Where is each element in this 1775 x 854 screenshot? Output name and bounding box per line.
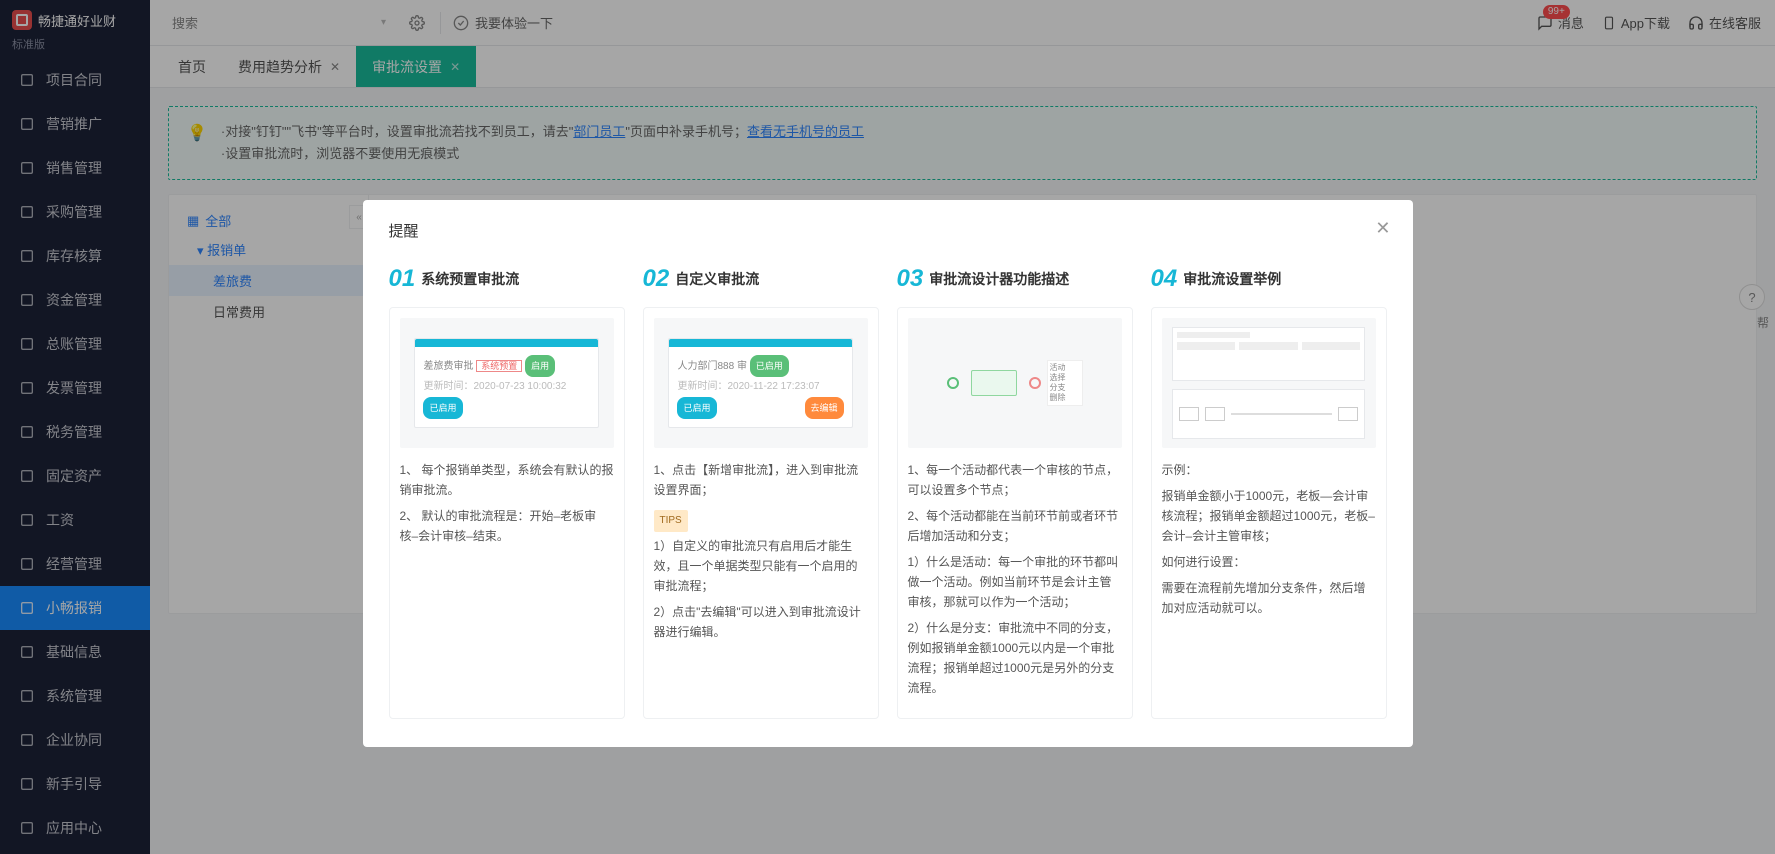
guide-thumbnail xyxy=(1162,318,1376,448)
modal-title: 提醒 xyxy=(389,220,1387,241)
guide-text: 报销单金额小于1000元，老板—会计审核流程；报销单金额超过1000元，老板–会… xyxy=(1162,486,1376,546)
guide-text: 1）什么是活动：每一个审批的环节都叫做一个活动。例如当前环节是会计主管审核，那就… xyxy=(908,552,1122,612)
tips-modal: 提醒 ✕ 01系统预置审批流差旅费审批 系统预置 启用更新时间：2020-07-… xyxy=(363,200,1413,747)
guide-text: 2、 默认的审批流程是：开始–老板审核–会计审核–结束。 xyxy=(400,506,614,546)
guide-card-number: 02 xyxy=(643,265,670,293)
guide-card-title: 审批流设计器功能描述 xyxy=(929,269,1081,289)
guide-text: 1、 每个报销单类型，系统会有默认的报销审批流。 xyxy=(400,460,614,500)
guide-card: 02自定义审批流人力部门888 审 已启用更新时间：2020-11-22 17:… xyxy=(643,265,879,719)
guide-text: 1）自定义的审批流只有启用后才能生效，且一个单据类型只能有一个启用的审批流程； xyxy=(654,536,868,596)
guide-card-number: 01 xyxy=(389,265,416,293)
guide-thumbnail: 活动选择分支删除 xyxy=(908,318,1122,448)
guide-card-title: 审批流设置举例 xyxy=(1183,269,1293,289)
guide-text: 2）点击"去编辑"可以进入到审批流设计器进行编辑。 xyxy=(654,602,868,642)
guide-card-number: 03 xyxy=(897,265,924,293)
guide-card: 04审批流设置举例示例： 报销单金额小于1000元，老板—会计审核流程；报销单金额… xyxy=(1151,265,1387,719)
tips-badge: TIPS xyxy=(654,510,688,532)
modal-mask[interactable]: 提醒 ✕ 01系统预置审批流差旅费审批 系统预置 启用更新时间：2020-07-… xyxy=(0,0,1775,854)
guide-card: 01系统预置审批流差旅费审批 系统预置 启用更新时间：2020-07-23 10… xyxy=(389,265,625,719)
guide-thumbnail: 差旅费审批 系统预置 启用更新时间：2020-07-23 10:00:32已启用 xyxy=(400,318,614,448)
guide-text: 2、每个活动都能在当前环节前或者环节后增加活动和分支； xyxy=(908,506,1122,546)
guide-thumbnail: 人力部门888 审 已启用更新时间：2020-11-22 17:23:07已启用… xyxy=(654,318,868,448)
guide-text: 示例： xyxy=(1162,460,1376,480)
guide-text: 1、每一个活动都代表一个审核的节点，可以设置多个节点； xyxy=(908,460,1122,500)
guide-text: 需要在流程前先增加分支条件，然后增加对应活动就可以。 xyxy=(1162,578,1376,618)
guide-text: 2）什么是分支：审批流中不同的分支，例如报销单金额1000元以内是一个审批流程；… xyxy=(908,618,1122,698)
guide-text: 如何进行设置： xyxy=(1162,552,1376,572)
modal-cards: 01系统预置审批流差旅费审批 系统预置 启用更新时间：2020-07-23 10… xyxy=(389,265,1387,719)
guide-card: 03审批流设计器功能描述活动选择分支删除 1、每一个活动都代表一个审核的节点，可以… xyxy=(897,265,1133,719)
guide-card-number: 04 xyxy=(1151,265,1178,293)
guide-card-title: 自定义审批流 xyxy=(675,269,771,289)
close-icon[interactable]: ✕ xyxy=(1375,218,1390,239)
guide-card-title: 系统预置审批流 xyxy=(421,269,531,289)
guide-text: 1、点击【新增审批流】，进入到审批流设置界面； xyxy=(654,460,868,500)
